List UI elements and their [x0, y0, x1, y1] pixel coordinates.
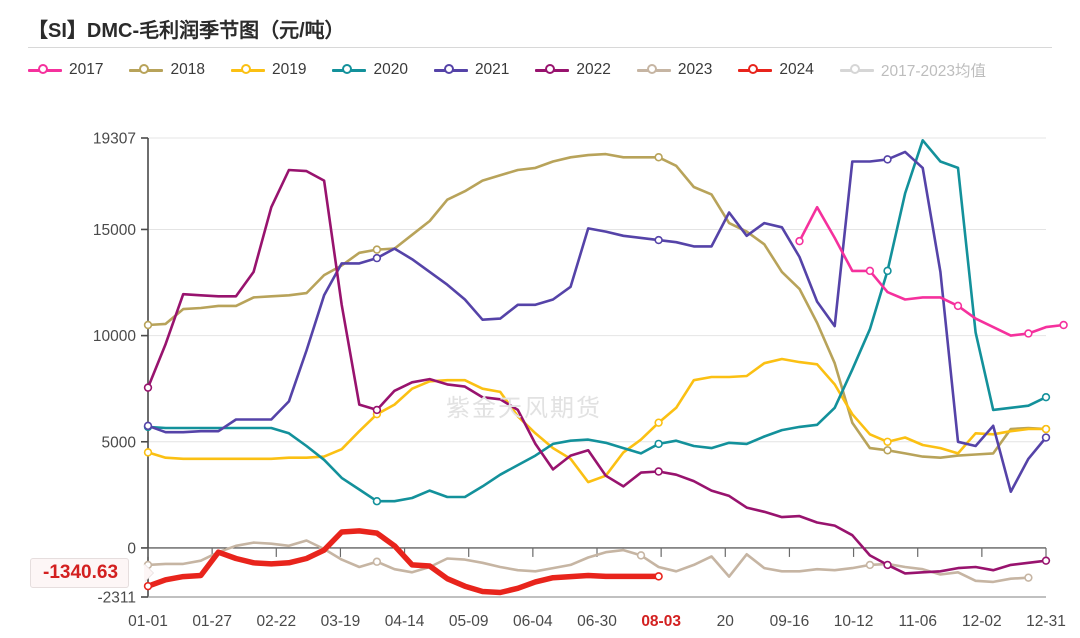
legend-item-2017-2023均值[interactable]: 2017-2023均值	[839, 59, 986, 81]
series-point-2018	[372, 245, 382, 254]
series-point-2019	[654, 418, 663, 427]
x-tick-label: 10-12	[834, 613, 874, 630]
series-point-2019	[1041, 424, 1051, 434]
x-tick-label: 20	[717, 613, 735, 630]
x-tick-label: 09-16	[770, 613, 810, 630]
series-point-2023	[1024, 573, 1033, 582]
series-point-2023	[865, 560, 875, 570]
series-line-2023	[146, 539, 1030, 584]
plot-area: 19307 15000 10000 5000 0 -2311 01-01 01-27 02-22…	[0, 92, 1080, 638]
series-point-2019	[143, 448, 153, 457]
x-tick-label: 04-14	[385, 613, 425, 630]
legend-item-2024[interactable]: 2024	[738, 61, 814, 79]
series-point-2024	[143, 581, 153, 591]
x-tick-label: 08-03	[641, 613, 681, 630]
y-tick-label: -2311	[98, 590, 137, 607]
chart-svg: 19307 15000 10000 5000 0 -2311 01-01 01-27 02-22…	[93, 131, 1068, 630]
chart-legend: 2017 2018 2019 2020 2021 2022 2023 2024 2017-202…	[28, 56, 1058, 84]
y-tick-label: 19307	[93, 131, 136, 148]
y-tick-label: 0	[127, 540, 136, 557]
legend-label: 2021	[474, 61, 510, 78]
header-divider	[28, 47, 1052, 48]
page-title: 【SI】DMC-毛利润季节图（元/吨）	[28, 20, 345, 42]
legend-label: 2024	[779, 61, 814, 78]
x-tick-label: 06-30	[577, 613, 617, 630]
current-value-text: -1340.63	[43, 562, 119, 583]
series-line-2022	[146, 168, 1048, 575]
series-point-2021	[654, 235, 663, 245]
legend-marker-icon	[230, 62, 265, 78]
series-point-2018	[883, 446, 892, 455]
series-point-2024	[654, 572, 663, 581]
series-point-2023	[372, 557, 382, 566]
series-point-2018	[143, 320, 153, 330]
legend-marker-icon	[129, 62, 164, 78]
legend-item-2022[interactable]: 2022	[535, 61, 611, 79]
series-point-2020	[372, 497, 382, 506]
legend-item-2020[interactable]: 2020	[332, 61, 408, 79]
legend-item-2019[interactable]: 2019	[230, 61, 307, 79]
legend-label: 2020	[373, 61, 408, 78]
legend-marker-icon	[433, 62, 468, 78]
series-point-2021	[883, 155, 892, 164]
x-tick-label: 03-19	[321, 613, 361, 630]
series-point-2022	[883, 560, 892, 570]
series-point-2017	[795, 236, 804, 246]
legend-marker-icon	[535, 62, 570, 78]
series-point-2017	[1024, 329, 1033, 338]
x-tick-label: 05-09	[449, 613, 489, 630]
series-point-2021	[143, 421, 153, 431]
x-tick-label: 11-06	[898, 613, 937, 630]
current-value-badge: -1340.63	[30, 558, 130, 588]
series-point-2023	[636, 551, 646, 560]
legend-item-2018[interactable]: 2018	[129, 61, 205, 79]
series-line-2024	[145, 528, 662, 596]
legend-marker-icon	[636, 62, 671, 78]
legend-label: 2019	[271, 61, 307, 78]
series-point-2022	[143, 383, 153, 392]
series-point-2022	[654, 467, 663, 476]
x-tick-label: 01-27	[192, 613, 232, 630]
series-point-2020	[1041, 392, 1051, 402]
legend-label: 2017	[69, 61, 104, 78]
series-point-2019	[883, 437, 892, 446]
y-tick-label: 10000	[93, 328, 136, 345]
legend-item-2023[interactable]: 2023	[636, 61, 713, 79]
y-tick-label: 5000	[102, 434, 137, 451]
legend-label: 2023	[677, 61, 713, 78]
series-line-2019	[146, 357, 1048, 484]
legend-label: 2018	[170, 61, 205, 78]
legend-item-2017[interactable]: 2017	[28, 61, 103, 79]
x-tick-label: 12-31	[1026, 613, 1066, 630]
series-line-2017	[798, 205, 1065, 337]
series-point-2022	[1041, 556, 1051, 565]
x-tick-label: 06-04	[513, 613, 553, 630]
legend-label: 2017-2023均值	[880, 63, 986, 80]
legend-item-2021[interactable]: 2021	[433, 61, 510, 79]
series-point-2017	[1059, 320, 1068, 330]
callout-arrow	[144, 564, 153, 582]
series-line-2018	[146, 152, 1048, 459]
legend-label: 2022	[576, 61, 611, 78]
series-point-2021	[1041, 433, 1051, 442]
series-line-2020	[146, 139, 1048, 503]
series-point-2022	[372, 405, 382, 415]
series-point-2021	[372, 253, 382, 263]
series-line-2021	[146, 150, 1048, 493]
y-tick-label: 15000	[93, 222, 136, 239]
x-tick-label: 02-22	[256, 613, 296, 630]
series-point-2020	[654, 439, 663, 449]
legend-marker-icon	[738, 62, 773, 78]
series-point-2020	[883, 266, 892, 276]
x-tick-label: 12-02	[962, 613, 1002, 630]
legend-marker-icon	[28, 62, 62, 78]
series-point-2017	[865, 266, 875, 276]
x-tick-label: 01-01	[128, 613, 168, 630]
legend-marker-icon	[839, 62, 874, 78]
series-point-2017	[953, 301, 963, 311]
legend-marker-icon	[332, 62, 367, 78]
series-point-2018	[654, 153, 663, 162]
